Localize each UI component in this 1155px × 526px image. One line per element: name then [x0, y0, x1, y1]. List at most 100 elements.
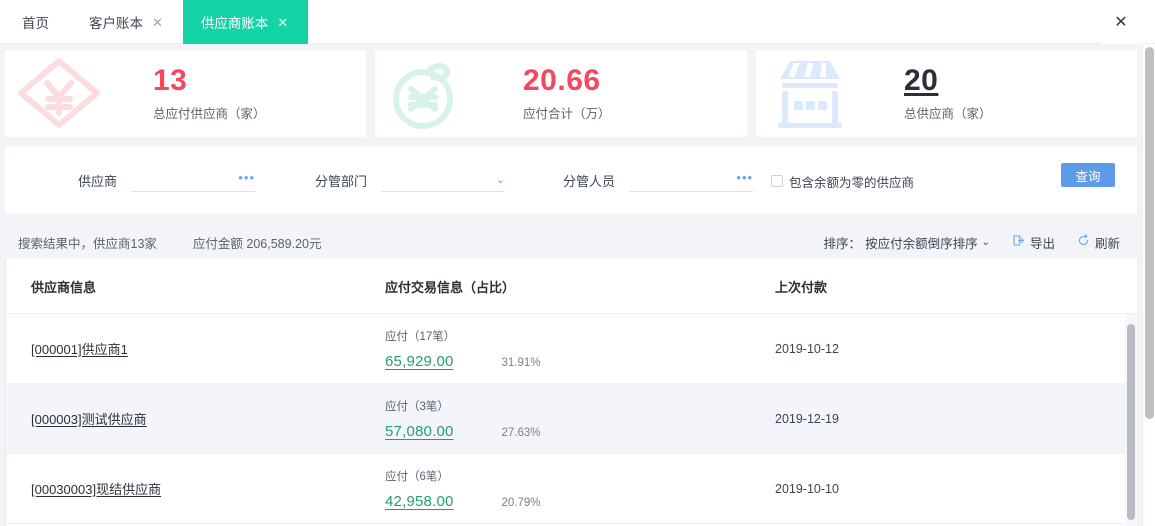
- tab-supplier-ledger[interactable]: 供应商账本 ✕: [182, 0, 309, 44]
- export-label: 导出: [1029, 236, 1055, 251]
- payable-percent: 20.79%: [501, 496, 541, 509]
- summary-toolbar: 排序： 按应付余额倒序排序 ⌄ 导出: [824, 233, 1142, 252]
- last-payment-date: 2019-10-12: [775, 341, 839, 356]
- payable-amount-line: 65,929.00 31.91%: [385, 353, 775, 370]
- tab-home-label: 首页: [22, 16, 49, 31]
- refresh-button[interactable]: 刷新: [1077, 233, 1120, 252]
- stat-card-total-payable-suppliers: 13 总应付供应商（家）: [5, 50, 366, 137]
- payable-count-label: 应付（17笔）: [385, 330, 456, 343]
- supplier-link[interactable]: [000003]测试供应商: [31, 411, 147, 427]
- payable-amount-line: 57,080.00 27.63%: [385, 423, 775, 440]
- tab-home[interactable]: 首页: [0, 0, 71, 44]
- filter-department-label: 分管部门: [315, 174, 368, 189]
- cell-payable: 应付（6笔） 42,958.00 20.79%: [385, 468, 775, 510]
- table-header-row: 供应商信息 应付交易信息（占比） 上次付款: [5, 259, 1137, 314]
- sort-label: 排序：: [823, 236, 862, 251]
- table-scrollbar-thumb[interactable]: [1127, 324, 1135, 520]
- refresh-label: 刷新: [1094, 236, 1120, 251]
- filter-staff: 分管人员 •••: [563, 170, 754, 192]
- include-zero-balance-checkbox[interactable]: [771, 175, 784, 187]
- stat-card-label: 应付合计（万）: [523, 106, 611, 121]
- export-icon: [1012, 234, 1025, 250]
- cell-supplier: [000001]供应商1: [5, 339, 385, 359]
- table-scrollbar[interactable]: [1125, 314, 1137, 526]
- last-payment-date: 2019-12-19: [775, 411, 839, 426]
- tab-customer-ledger[interactable]: 客户账本 ✕: [71, 0, 183, 44]
- table-row[interactable]: [000003]测试供应商 应付（3笔） 57,080.00 27.63% 20…: [5, 384, 1137, 454]
- page-scrollbar[interactable]: [1142, 44, 1155, 526]
- cell-last-payment: 2019-10-10: [775, 480, 1137, 498]
- close-icon[interactable]: ✕: [277, 14, 289, 30]
- filter-department: 分管部门 ⌄: [315, 170, 506, 192]
- ellipsis-picker-icon[interactable]: •••: [238, 170, 256, 185]
- tab-supplier-ledger-label: 供应商账本: [200, 16, 269, 31]
- stat-card-body: 20 总供应商（家）: [904, 63, 992, 122]
- supplier-link[interactable]: [000001]供应商1: [31, 341, 128, 357]
- cell-last-payment: 2019-12-19: [775, 410, 1137, 428]
- stat-card-body: 20.66 应付合计（万）: [523, 63, 611, 122]
- divider: [5, 259, 6, 526]
- window-close-button[interactable]: ✕: [1100, 0, 1142, 44]
- filter-panel: 供应商 ••• 分管部门 ⌄ 分管人员 •••: [5, 147, 1137, 213]
- stat-card-total-payable-amount: 20.66 应付合计（万）: [375, 50, 747, 137]
- refresh-icon: [1077, 234, 1090, 250]
- payable-percent: 27.63%: [501, 426, 541, 439]
- payable-amount-link[interactable]: 57,080.00: [385, 422, 454, 440]
- table-row[interactable]: [000001]供应商1 应付（17笔） 65,929.00 31.91% 20…: [5, 314, 1137, 384]
- supplier-input[interactable]: •••: [131, 170, 256, 192]
- payable-count-label: 应付（6笔）: [385, 470, 449, 483]
- stat-card-body: 13 总应付供应商（家）: [153, 63, 266, 122]
- close-icon[interactable]: ✕: [152, 14, 163, 30]
- payable-diamond-icon: [11, 52, 107, 134]
- include-zero-balance-label: 包含余额为零的供应商: [789, 175, 915, 190]
- result-count-text: 搜索结果中，供应商13家: [18, 236, 157, 251]
- staff-input[interactable]: •••: [629, 170, 754, 192]
- stat-card-value: 13: [153, 63, 188, 97]
- cell-supplier: [000003]测试供应商: [5, 409, 385, 429]
- page-scrollbar-thumb[interactable]: [1145, 47, 1154, 419]
- export-button[interactable]: 导出: [1012, 233, 1055, 252]
- payable-amount-text: 应付金额 206,589.20元: [192, 236, 322, 251]
- results-summary-bar: 搜索结果中，供应商13家 应付金额 206,589.20元 排序： 按应付余额倒…: [0, 225, 1142, 259]
- payable-count-label: 应付（3笔）: [385, 400, 449, 413]
- sort-dropdown[interactable]: 排序： 按应付余额倒序排序 ⌄: [824, 233, 990, 252]
- column-header-payable: 应付交易信息（占比）: [385, 279, 516, 295]
- cell-payable: 应付（17笔） 65,929.00 31.91%: [385, 328, 775, 370]
- ellipsis-picker-icon[interactable]: •••: [736, 170, 754, 185]
- payable-amount-line: 42,958.00 20.79%: [385, 493, 775, 510]
- column-header-last-payment: 上次付款: [775, 279, 828, 295]
- payable-amount-link[interactable]: 42,958.00: [385, 492, 454, 510]
- cell-payable: 应付（3笔） 57,080.00 27.63%: [385, 398, 775, 440]
- last-payment-date: 2019-10-10: [775, 481, 839, 496]
- cell-supplier: [00030003]现结供应商: [5, 479, 385, 499]
- payable-percent: 31.91%: [501, 356, 541, 369]
- cell-last-payment: 2019-10-12: [775, 340, 1137, 358]
- tab-bar: 首页 客户账本 ✕ 供应商账本 ✕: [0, 0, 1155, 44]
- stat-card-value: 20.66: [523, 63, 601, 97]
- store-icon: [762, 52, 858, 134]
- supplier-link[interactable]: [00030003]现结供应商: [31, 481, 162, 497]
- stat-card-total-suppliers: 20 总供应商（家）: [756, 50, 1137, 137]
- chevron-down-icon[interactable]: ⌄: [495, 174, 506, 186]
- query-button[interactable]: 查询: [1061, 163, 1115, 187]
- stat-cards: 13 总应付供应商（家） 20.66: [5, 50, 1137, 137]
- department-select[interactable]: ⌄: [381, 170, 506, 192]
- filter-staff-label: 分管人员: [563, 174, 616, 189]
- table-row[interactable]: [00030003]现结供应商 应付（6笔） 42,958.00 20.79% …: [5, 454, 1137, 524]
- stat-card-label: 总应付供应商（家）: [153, 106, 266, 121]
- include-zero-balance-checkbox-group[interactable]: 包含余额为零的供应商: [771, 172, 914, 191]
- sort-value: 按应付余额倒序排序: [865, 236, 978, 251]
- payable-amount-link[interactable]: 65,929.00: [385, 352, 454, 370]
- stat-card-value-link[interactable]: 20: [904, 63, 939, 97]
- filter-supplier: 供应商 •••: [78, 170, 256, 192]
- filter-supplier-label: 供应商: [78, 174, 118, 189]
- stat-card-label: 总供应商（家）: [904, 106, 992, 121]
- supplier-table: 供应商信息 应付交易信息（占比） 上次付款 [000001]供应商1 应付（17…: [5, 259, 1137, 526]
- money-bag-icon: [381, 52, 477, 134]
- column-header-supplier: 供应商信息: [31, 279, 97, 295]
- chevron-down-icon[interactable]: ⌄: [981, 236, 990, 248]
- filter-row: 供应商 ••• 分管部门 ⌄ 分管人员 •••: [5, 169, 1137, 193]
- tab-customer-ledger-label: 客户账本: [89, 16, 143, 31]
- close-icon: ✕: [1114, 14, 1128, 31]
